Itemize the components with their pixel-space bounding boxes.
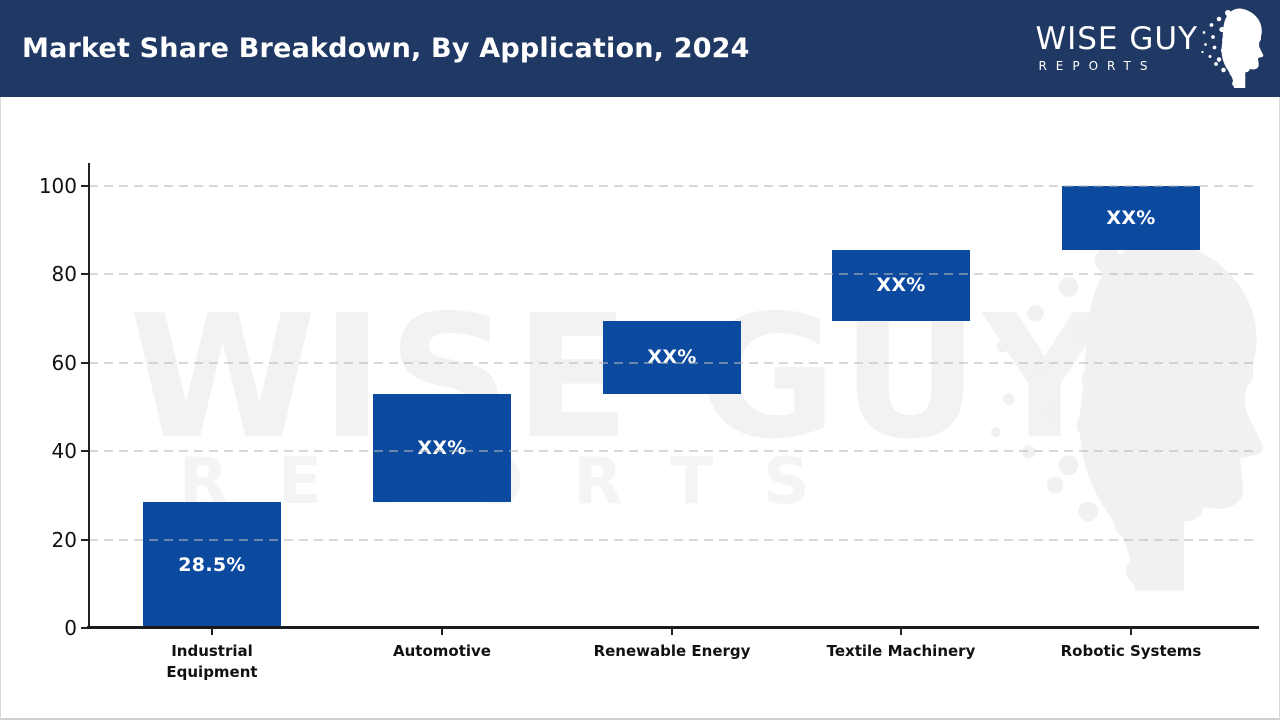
x-axis-line	[87, 626, 1259, 629]
chart-canvas: WISE GUY REPORTS 28.5% XX% XX% XX% XX% 0 20 40…	[0, 97, 1280, 720]
bar-value-label: 28.5%	[178, 554, 246, 576]
y-axis-tick-mark	[81, 361, 88, 364]
x-axis-tick-mark	[671, 628, 673, 635]
bar-value-label: XX%	[876, 274, 926, 297]
bar-segment: XX%	[1062, 186, 1200, 251]
y-axis-tick-label: 80	[51, 262, 77, 287]
logo-sub-text: REPORTS	[1038, 59, 1157, 73]
bar-value-label: XX%	[417, 436, 467, 459]
grid-line	[89, 273, 1257, 276]
y-axis-tick-label: 40	[51, 439, 77, 464]
wiseguy-logo: WISE GUY REPORTS	[1035, 7, 1266, 91]
y-axis-tick-mark	[81, 450, 88, 453]
bar-value-label: XX%	[647, 346, 697, 369]
grid-line	[89, 185, 1257, 187]
y-axis-tick-mark	[81, 185, 88, 187]
logo-main-text: WISE GUY	[1035, 21, 1198, 57]
x-axis-tick-mark	[441, 628, 443, 635]
y-axis-tick-label: 20	[51, 527, 77, 552]
bar-segment: XX%	[373, 393, 511, 503]
x-axis-category-label: Renewable Energy	[593, 642, 751, 660]
logo-wordmark: WISE GUY REPORTS	[1035, 21, 1198, 74]
x-axis-category-label: Textile Machinery	[826, 642, 976, 660]
y-axis-tick-label: 60	[51, 350, 77, 375]
bar-segment: 28.5%	[143, 502, 281, 628]
bar-segment: XX%	[832, 250, 970, 321]
x-axis-category-label: Automotive	[393, 642, 491, 660]
header-bar: Market Share Breakdown, By Application, …	[0, 0, 1280, 97]
x-axis-tick-mark	[900, 628, 902, 635]
watermark-head-icon	[943, 219, 1273, 619]
grid-line	[89, 450, 1257, 453]
y-axis-line	[88, 163, 90, 628]
x-axis-category-label: Industrial Equipment	[166, 642, 258, 681]
bar-segment: XX%	[603, 320, 741, 394]
watermark-text-sub: REPORTS	[179, 445, 860, 519]
y-axis-tick-mark	[81, 273, 88, 276]
y-axis-tick-label: 100	[38, 174, 77, 198]
x-axis-tick-mark	[1130, 628, 1132, 635]
x-axis-tick-mark	[211, 628, 213, 635]
grid-line	[89, 361, 1257, 364]
grid-line	[89, 538, 1257, 541]
y-axis-tick-mark	[81, 538, 88, 541]
bar-value-label: XX%	[1106, 207, 1156, 230]
page-title: Market Share Breakdown, By Application, …	[22, 33, 750, 64]
x-axis-category-label: Robotic Systems	[1060, 642, 1202, 660]
y-axis-tick-mark	[81, 627, 88, 629]
wiseguy-head-icon	[1190, 7, 1266, 91]
y-axis-tick-label: 0	[64, 616, 77, 640]
